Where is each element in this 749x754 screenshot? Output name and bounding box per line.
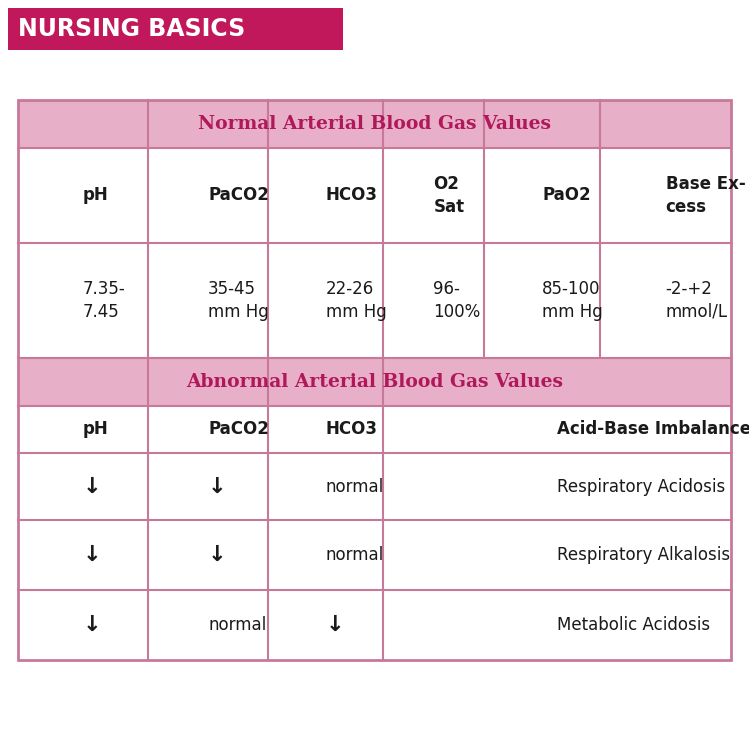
Text: Abnormal Arterial Blood Gas Values: Abnormal Arterial Blood Gas Values bbox=[186, 373, 563, 391]
Bar bbox=[18, 406, 731, 660]
Text: Respiratory Acidosis: Respiratory Acidosis bbox=[557, 477, 725, 495]
Text: 96-
100%: 96- 100% bbox=[434, 280, 481, 320]
Text: ↓: ↓ bbox=[326, 615, 344, 635]
Bar bbox=[8, 8, 343, 50]
Text: PaO2: PaO2 bbox=[542, 186, 591, 204]
Text: Respiratory Alkalosis: Respiratory Alkalosis bbox=[557, 546, 730, 564]
Text: NURSING BASICS: NURSING BASICS bbox=[18, 17, 245, 41]
Text: Acid-Base Imbalance: Acid-Base Imbalance bbox=[557, 421, 749, 439]
Text: ↓: ↓ bbox=[208, 545, 227, 565]
Text: HCO3: HCO3 bbox=[326, 186, 377, 204]
Bar bbox=[18, 100, 731, 660]
Bar bbox=[18, 100, 731, 148]
Text: ↓: ↓ bbox=[83, 615, 102, 635]
Bar bbox=[18, 100, 731, 660]
Text: HCO3: HCO3 bbox=[326, 421, 377, 439]
Text: 22-26
mm Hg: 22-26 mm Hg bbox=[326, 280, 386, 320]
Text: ↓: ↓ bbox=[208, 477, 227, 496]
Text: normal: normal bbox=[326, 477, 383, 495]
Text: pH: pH bbox=[83, 186, 109, 204]
Text: normal: normal bbox=[208, 616, 266, 634]
Text: PaCO2: PaCO2 bbox=[208, 186, 269, 204]
Text: -2-+2
mmol/L: -2-+2 mmol/L bbox=[666, 280, 727, 320]
Text: ↓: ↓ bbox=[83, 477, 102, 496]
Text: pH: pH bbox=[83, 421, 109, 439]
Text: Metabolic Acidosis: Metabolic Acidosis bbox=[557, 616, 710, 634]
Text: PaCO2: PaCO2 bbox=[208, 421, 269, 439]
Text: 35-45
mm Hg: 35-45 mm Hg bbox=[208, 280, 269, 320]
Text: normal: normal bbox=[326, 546, 383, 564]
Text: Base Ex-
cess: Base Ex- cess bbox=[666, 176, 745, 216]
Text: Normal Arterial Blood Gas Values: Normal Arterial Blood Gas Values bbox=[198, 115, 551, 133]
Bar bbox=[18, 148, 731, 358]
Text: ↓: ↓ bbox=[83, 545, 102, 565]
Text: 85-100
mm Hg: 85-100 mm Hg bbox=[542, 280, 603, 320]
Bar bbox=[18, 358, 731, 406]
Text: O2
Sat: O2 Sat bbox=[434, 176, 464, 216]
Text: 7.35-
7.45: 7.35- 7.45 bbox=[83, 280, 126, 320]
